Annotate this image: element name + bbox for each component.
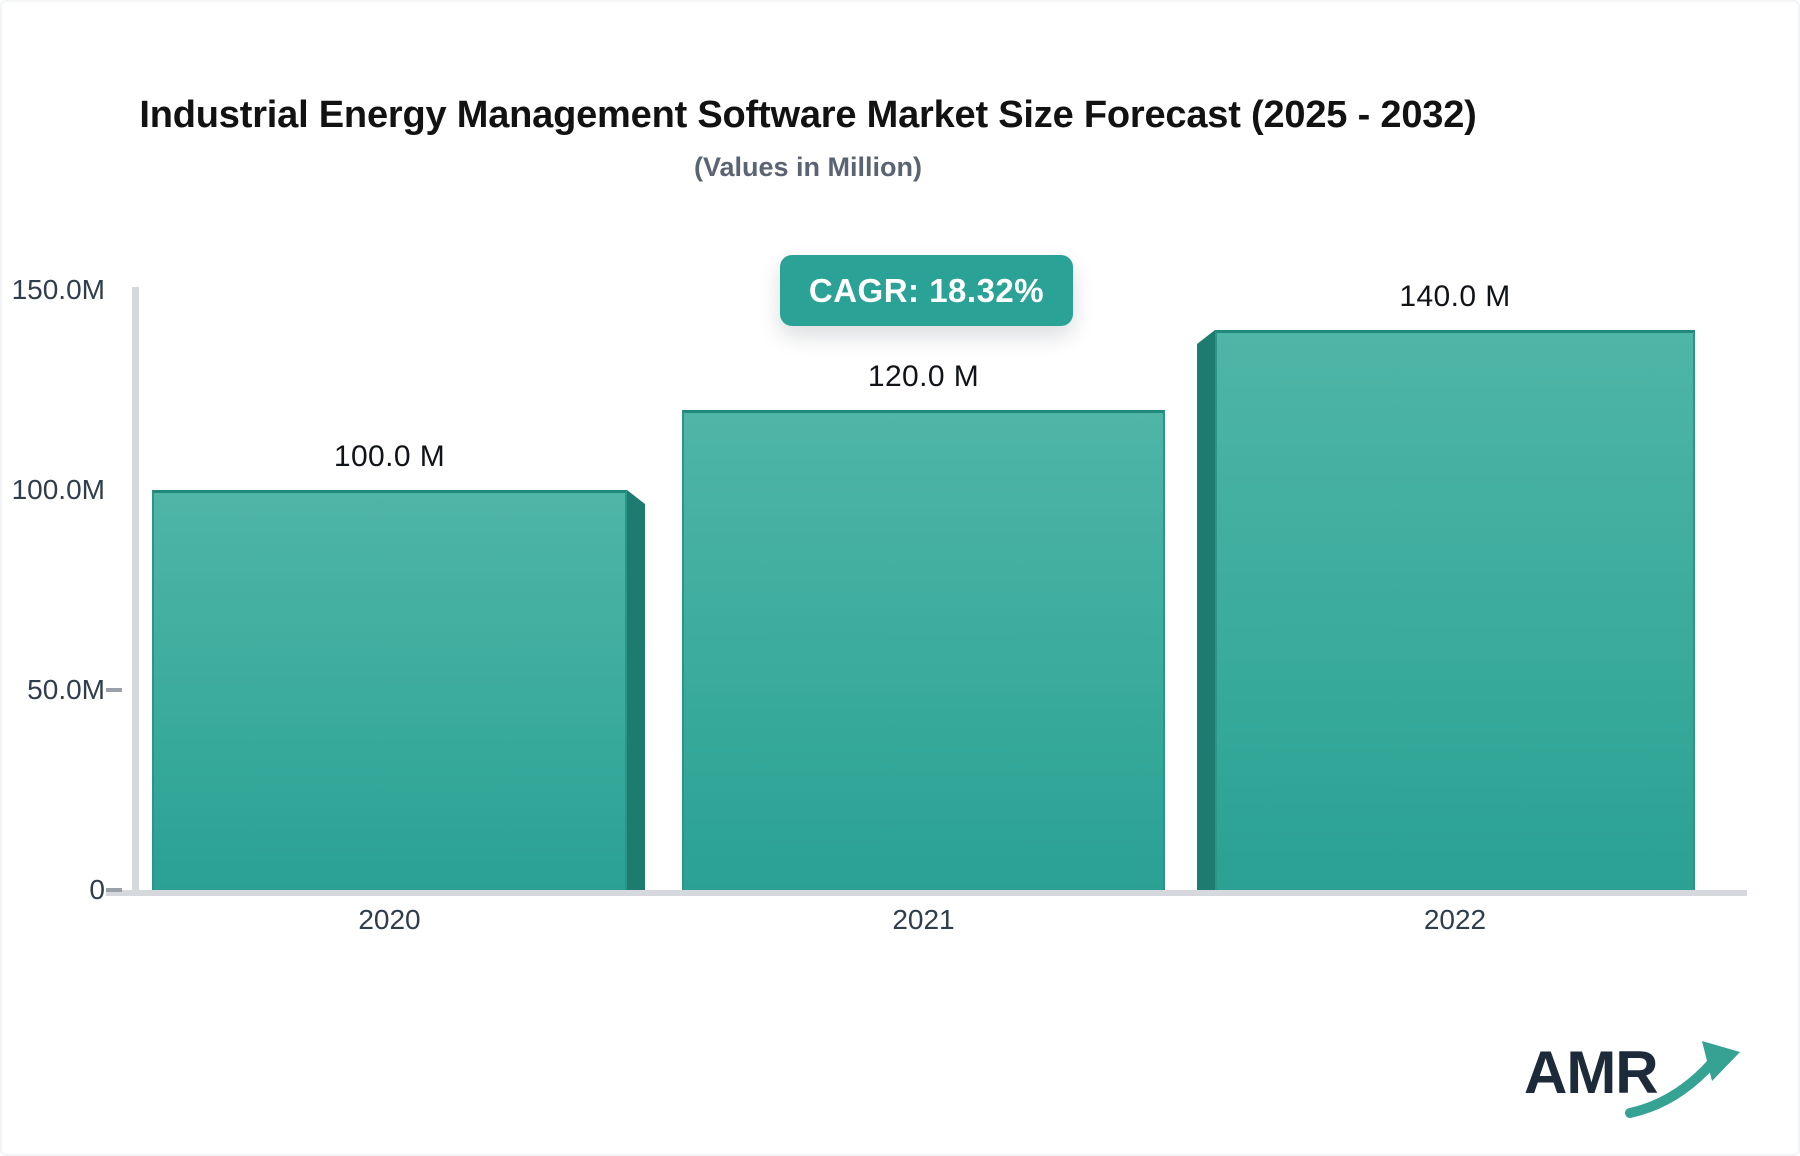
bar-value-label: 100.0 M	[333, 440, 446, 473]
y-tick-label: 50.0M	[27, 674, 105, 705]
logo-text: AMR	[1524, 1039, 1659, 1106]
cagr-badge: CAGR: 18.32%	[780, 255, 1073, 326]
logo: AMR	[1524, 1037, 1764, 1129]
y-tick-label: 100.0M	[11, 474, 105, 505]
bar-2020-depth-side	[627, 490, 645, 890]
chart-subtitle: (Values in Million)	[693, 152, 923, 182]
y-axis-line	[132, 287, 139, 896]
y-tick-mark	[106, 688, 122, 692]
y-tick-mark	[106, 888, 122, 892]
bar-2021	[682, 410, 1165, 890]
page-title: Industrial Energy Management Software Ma…	[139, 94, 1477, 136]
bar-value-label: 140.0 M	[1399, 280, 1511, 313]
cagr-badge-label: CAGR: 18.32%	[808, 271, 1045, 309]
bar-value-label: 120.0 M	[867, 360, 980, 393]
bar-2020	[152, 490, 627, 890]
bar-2022-depth-side	[1197, 330, 1215, 890]
bar-2022	[1215, 330, 1695, 890]
x-axis-label-2022: 2022	[1423, 904, 1487, 935]
y-tick-label: 0	[89, 874, 105, 905]
x-axis-label-2021: 2021	[892, 904, 955, 935]
x-axis-label-2020: 2020	[358, 904, 421, 935]
growth-arrow-icon	[1625, 1041, 1740, 1118]
x-axis-line	[106, 890, 1747, 896]
y-tick-label: 150.0M	[11, 274, 105, 305]
